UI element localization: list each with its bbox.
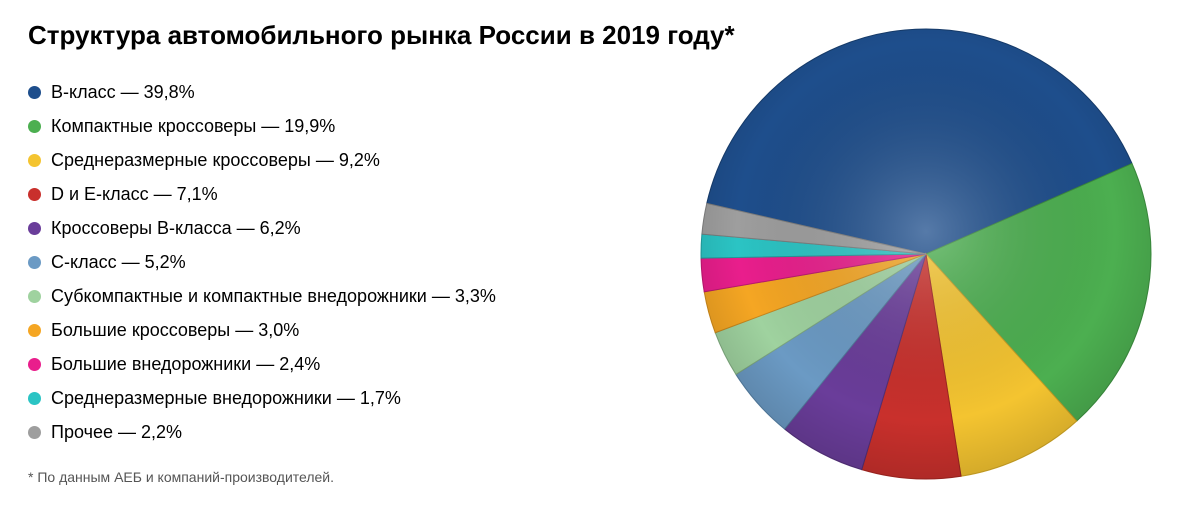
legend-label: Субкомпактные и компактные внедорожники … [51, 286, 496, 307]
chart-footnote: * По данным АЕБ и компаний-производителе… [28, 469, 334, 485]
legend-marker [28, 222, 41, 235]
legend-label: В-класс — 39,8% [51, 82, 195, 103]
legend-marker [28, 426, 41, 439]
legend-item: Среднеразмерные внедорожники — 1,7% [28, 388, 496, 409]
legend-label: Среднеразмерные внедорожники — 1,7% [51, 388, 401, 409]
legend-label: D и Е-класс — 7,1% [51, 184, 218, 205]
legend-marker [28, 188, 41, 201]
pie-shade [701, 29, 1151, 479]
legend-label: Прочее — 2,2% [51, 422, 182, 443]
legend-label: Большие внедорожники — 2,4% [51, 354, 320, 375]
legend-label: Среднеразмерные кроссоверы — 9,2% [51, 150, 380, 171]
legend-label: Большие кроссоверы — 3,0% [51, 320, 299, 341]
legend-marker [28, 154, 41, 167]
legend-marker [28, 290, 41, 303]
pie-chart [696, 24, 1156, 484]
legend-item: Кроссоверы В-класса — 6,2% [28, 218, 496, 239]
legend-label: С-класс — 5,2% [51, 252, 186, 273]
legend-item: D и Е-класс — 7,1% [28, 184, 496, 205]
chart-container: Структура автомобильного рынка России в … [0, 0, 1200, 509]
legend-item: Большие кроссоверы — 3,0% [28, 320, 496, 341]
legend-label: Кроссоверы В-класса — 6,2% [51, 218, 301, 239]
legend-marker [28, 120, 41, 133]
legend-label: Компактные кроссоверы — 19,9% [51, 116, 335, 137]
legend-item: Компактные кроссоверы — 19,9% [28, 116, 496, 137]
legend-item: Субкомпактные и компактные внедорожники … [28, 286, 496, 307]
chart-title: Структура автомобильного рынка России в … [28, 20, 735, 51]
legend-marker [28, 86, 41, 99]
legend-item: Среднеразмерные кроссоверы — 9,2% [28, 150, 496, 171]
legend-item: В-класс — 39,8% [28, 82, 496, 103]
legend-marker [28, 256, 41, 269]
legend-item: С-класс — 5,2% [28, 252, 496, 273]
legend: В-класс — 39,8% Компактные кроссоверы — 1… [28, 82, 496, 443]
legend-item: Прочее — 2,2% [28, 422, 496, 443]
legend-marker [28, 324, 41, 337]
legend-marker [28, 392, 41, 405]
legend-item: Большие внедорожники — 2,4% [28, 354, 496, 375]
legend-marker [28, 358, 41, 371]
